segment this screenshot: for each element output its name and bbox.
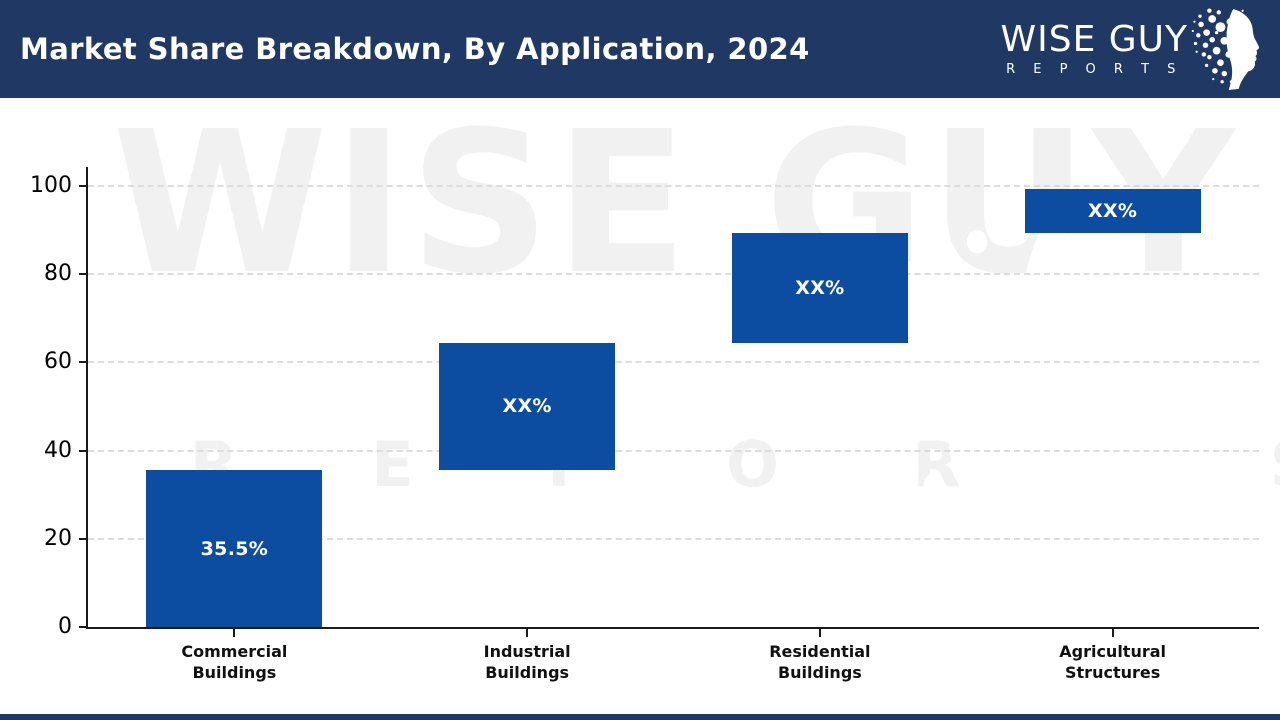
x-tick-mark	[526, 629, 529, 637]
y-tick-mark	[79, 449, 87, 452]
y-gridline	[88, 185, 1259, 187]
y-gridline	[88, 273, 1259, 276]
y-tick-label: 80	[44, 261, 72, 287]
logo-head-icon	[1191, 8, 1260, 90]
logo-subtext: R E P O R T S	[1006, 62, 1183, 77]
bar: XX%	[731, 233, 908, 343]
x-tick-mark	[233, 629, 236, 637]
y-gridline	[88, 449, 1259, 452]
x-axis-line	[86, 627, 1259, 629]
bar-value-label: 35.5%	[200, 537, 269, 560]
y-tick-mark	[79, 537, 87, 540]
bar: XX%	[439, 342, 616, 471]
y-tick-mark	[79, 361, 87, 364]
header: Market Share Breakdown, By Application, …	[0, 0, 1280, 98]
x-tick-mark	[1111, 629, 1114, 637]
y-tick-label: 0	[58, 614, 72, 639]
y-tick-label: 60	[44, 349, 72, 375]
x-category-label: Agricultural Structures	[1059, 642, 1167, 682]
footer-strip	[0, 714, 1280, 720]
bar-value-label: XX%	[502, 395, 552, 418]
bar: 35.5%	[146, 470, 323, 627]
x-tick-mark	[818, 629, 821, 637]
x-category-label: Commercial Buildings	[181, 642, 288, 682]
y-tick-mark	[79, 273, 87, 276]
y-tick-mark	[79, 626, 87, 628]
y-gridline	[88, 361, 1259, 364]
y-tick-label: 40	[44, 437, 72, 463]
y-tick-label: 100	[30, 173, 72, 198]
logo-wordmark: WISE GUY	[1000, 19, 1188, 60]
y-axis-line	[86, 167, 88, 629]
y-tick-mark	[79, 185, 87, 187]
logo-text: WISE GUY R E P O R T S	[1000, 19, 1189, 77]
x-category-label: Industrial Buildings	[483, 642, 571, 682]
y-tick-label: 20	[44, 525, 72, 551]
wise-guy-logo: WISE GUY R E P O R T S	[1001, 8, 1263, 90]
x-category-label: Residential Buildings	[769, 642, 871, 682]
bar-value-label: XX%	[795, 276, 845, 299]
bar-value-label: XX%	[1088, 199, 1138, 222]
bar: XX%	[1024, 188, 1201, 234]
y-gridline	[88, 537, 1259, 540]
chart-title: Market Share Breakdown, By Application, …	[20, 32, 810, 66]
